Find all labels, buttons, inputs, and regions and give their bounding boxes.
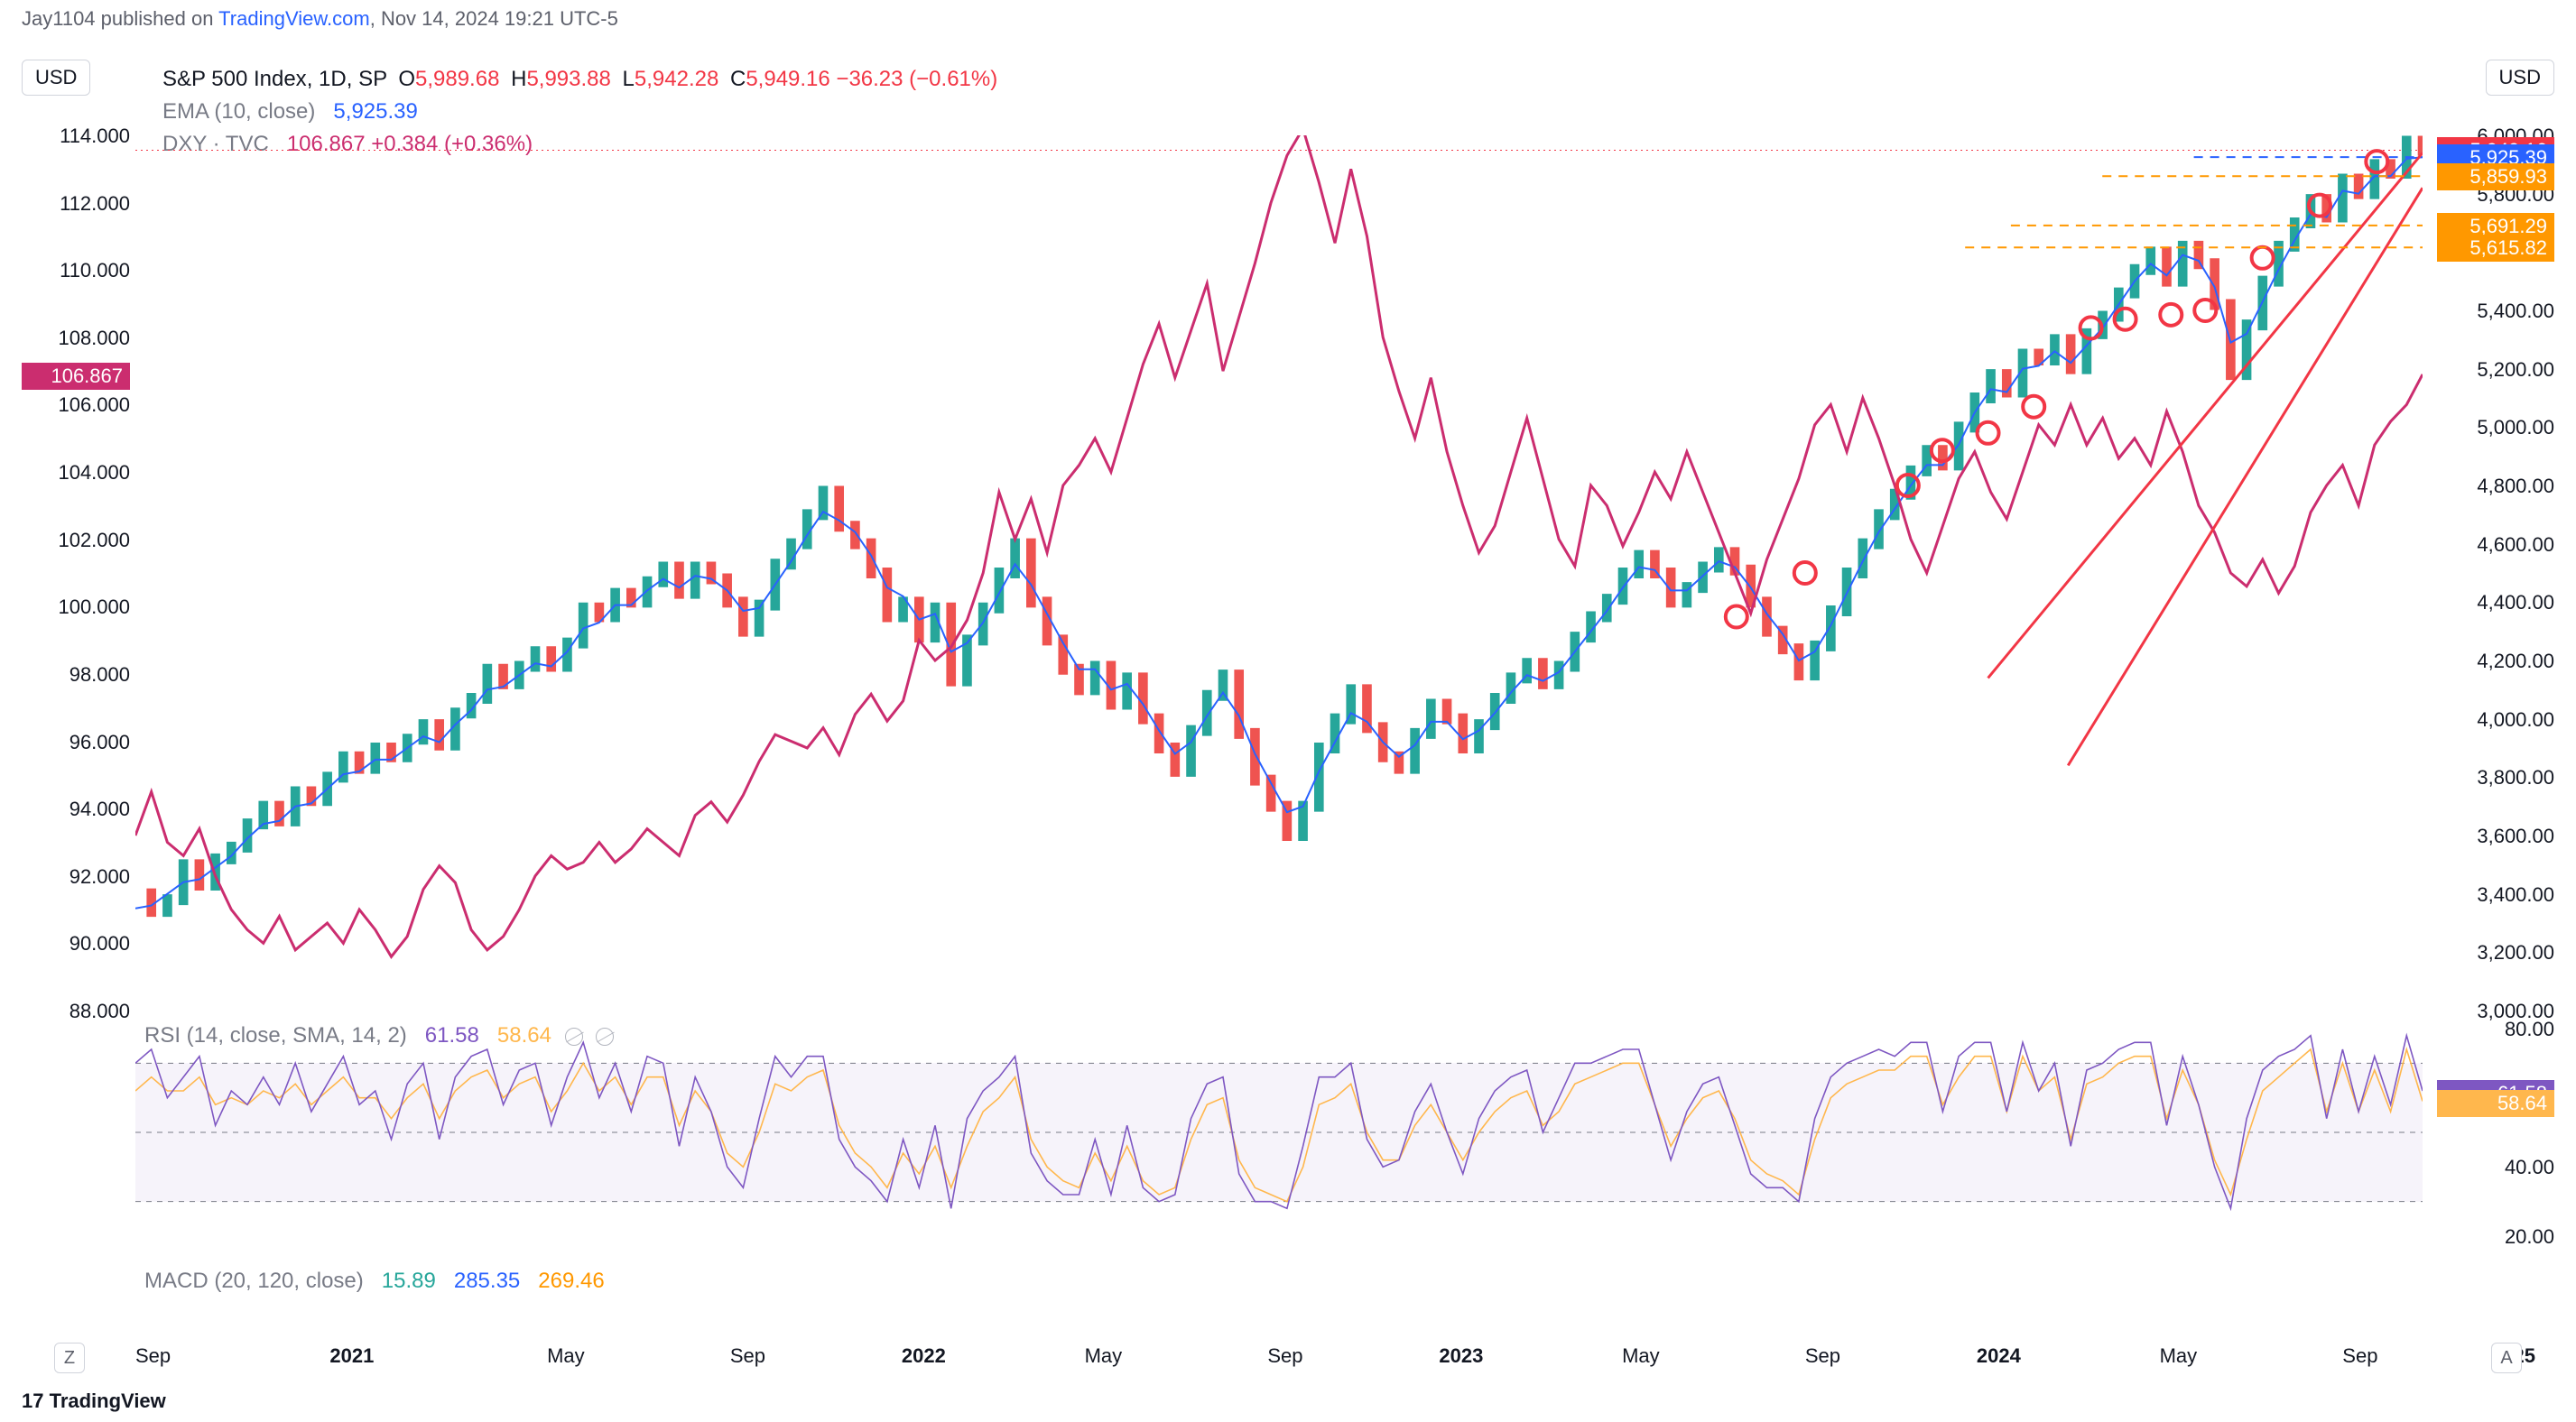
time-axis-tick: May xyxy=(1085,1344,1123,1368)
time-axis[interactable]: Sep 2021 May Sep 2022 May Sep 2023 May Sep 2024 May… xyxy=(135,1337,2423,1373)
symbol-name[interactable]: S&P 500 Index xyxy=(162,67,307,91)
left-axis-tick: 102.000 xyxy=(58,529,130,552)
ohlc-l: 5,942.28 xyxy=(635,67,718,91)
left-price-axis[interactable]: 88.00090.00092.00094.00096.00098.000100.… xyxy=(22,0,130,1011)
time-axis-tick: Sep xyxy=(1267,1344,1302,1368)
auto-scale-button[interactable]: A xyxy=(2491,1343,2522,1373)
timezone-button[interactable]: Z xyxy=(54,1343,85,1373)
ohlc-o-label: O xyxy=(398,67,415,91)
price-tag-left: 106.867 xyxy=(22,363,130,390)
tradingview-logo[interactable]: 17 TradingView xyxy=(22,1390,166,1413)
price-tag-right: 5,859.93 xyxy=(2437,163,2554,190)
rsi-axis-tick: 40.00 xyxy=(2505,1156,2554,1179)
rsi-axis-tick: 80.00 xyxy=(2505,1018,2554,1041)
symbol-exchange: SP xyxy=(358,67,387,91)
left-axis-tick: 108.000 xyxy=(58,327,130,350)
tradingview-logo-icon: 17 xyxy=(22,1390,50,1412)
time-axis-tick: Sep xyxy=(730,1344,765,1368)
left-axis-tick: 112.000 xyxy=(60,192,130,216)
ohlc-chg-pct: (−0.61%) xyxy=(909,67,997,91)
time-axis-tick: 2024 xyxy=(1977,1344,2021,1368)
left-axis-tick: 106.000 xyxy=(58,393,130,417)
time-axis-tick: Sep xyxy=(2342,1344,2377,1368)
time-axis-tick: 2023 xyxy=(1439,1344,1483,1368)
rsi-axis-tick: 20.00 xyxy=(2505,1225,2554,1249)
time-axis-tick: 2022 xyxy=(902,1344,946,1368)
left-axis-tick: 88.000 xyxy=(69,1000,130,1023)
ema-legend-label[interactable]: EMA (10, close) xyxy=(162,99,315,124)
time-axis-tick: Sep xyxy=(1805,1344,1840,1368)
ohlc-l-label: L xyxy=(623,67,635,91)
symbol-interval: 1D xyxy=(319,67,347,91)
price-tag-right: 5,615.82 xyxy=(2437,235,2554,262)
time-axis-tick: Sep xyxy=(135,1344,171,1368)
ohlc-chg: −36.23 xyxy=(836,67,903,91)
left-axis-tick: 96.000 xyxy=(69,731,130,754)
ohlc-h: 5,993.88 xyxy=(526,67,610,91)
left-axis-tick: 98.000 xyxy=(69,663,130,687)
left-axis-tick: 104.000 xyxy=(58,461,130,485)
time-axis-tick: May xyxy=(1622,1344,1660,1368)
left-axis-tick: 114.000 xyxy=(60,125,130,148)
ohlc-c-label: C xyxy=(730,67,746,91)
ohlc-c: 5,949.16 xyxy=(746,67,829,91)
publish-timestamp: Nov 14, 2024 19:21 UTC-5 xyxy=(381,7,618,30)
publisher-site-link[interactable]: TradingView.com xyxy=(218,7,370,30)
rsi-tag: 58.64 xyxy=(2437,1090,2554,1117)
macd-chart-pane[interactable] xyxy=(135,1263,2423,1314)
time-axis-tick: May xyxy=(547,1344,585,1368)
rsi-chart-pane[interactable] xyxy=(135,1029,2423,1236)
time-axis-tick: May xyxy=(2160,1344,2198,1368)
left-axis-tick: 90.000 xyxy=(69,932,130,956)
time-axis-tick: 2021 xyxy=(329,1344,374,1368)
left-axis-tick: 94.000 xyxy=(69,798,130,821)
ema-legend-value: 5,925.39 xyxy=(333,99,417,124)
left-axis-tick: 110.000 xyxy=(60,259,130,282)
ohlc-o: 5,989.68 xyxy=(415,67,499,91)
ohlc-h-label: H xyxy=(511,67,526,91)
left-axis-tick: 100.000 xyxy=(58,596,130,619)
main-chart-pane[interactable] xyxy=(135,135,2423,1011)
left-axis-tick: 92.000 xyxy=(69,865,130,889)
